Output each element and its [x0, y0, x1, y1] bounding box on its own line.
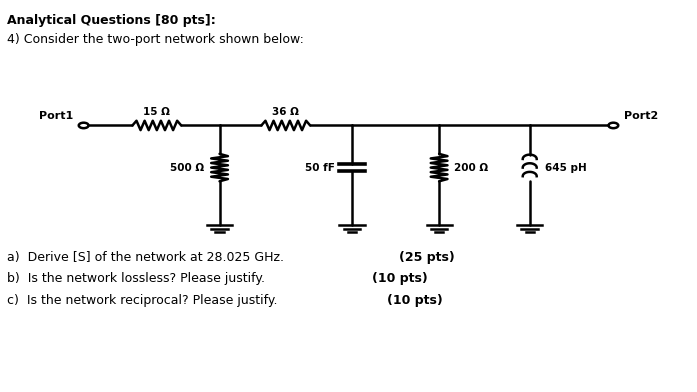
Text: c)  Is the network reciprocal? Please justify.: c) Is the network reciprocal? Please jus… — [7, 294, 282, 307]
Text: Port2: Port2 — [624, 111, 658, 121]
Text: 200 Ω: 200 Ω — [454, 163, 489, 172]
Text: b)  Is the network lossless? Please justify.: b) Is the network lossless? Please justi… — [7, 272, 269, 285]
Text: 500 Ω: 500 Ω — [170, 163, 204, 172]
Text: 15 Ω: 15 Ω — [144, 107, 170, 117]
Text: Analytical Questions [80 pts]:: Analytical Questions [80 pts]: — [7, 14, 215, 27]
Text: 645 pH: 645 pH — [545, 163, 587, 172]
Text: (10 pts): (10 pts) — [372, 272, 427, 285]
Text: 36 Ω: 36 Ω — [273, 107, 299, 117]
Text: Port1: Port1 — [39, 111, 73, 121]
Text: 50 fF: 50 fF — [305, 163, 335, 172]
Text: 4) Consider the two-port network shown below:: 4) Consider the two-port network shown b… — [7, 33, 304, 46]
Text: a)  Derive [S] of the network at 28.025 GHz.: a) Derive [S] of the network at 28.025 G… — [7, 251, 288, 264]
Text: (25 pts): (25 pts) — [399, 251, 454, 264]
Text: (10 pts): (10 pts) — [387, 294, 443, 307]
